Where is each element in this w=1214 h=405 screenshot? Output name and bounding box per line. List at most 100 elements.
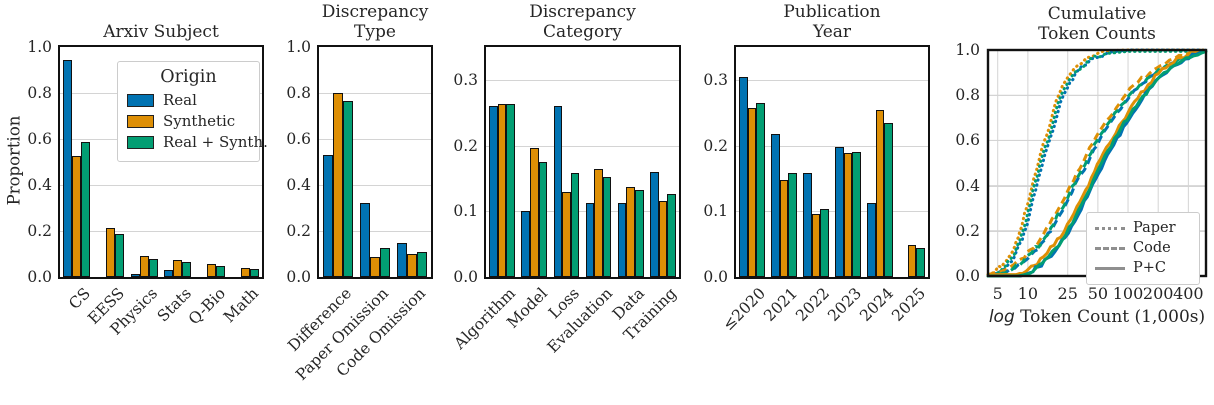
bar-synthetic-cs	[72, 156, 82, 277]
bar-real-2020	[739, 76, 748, 277]
x-axis-label-rest: Token Count (1,000s)	[1014, 307, 1206, 327]
x-tick-label: 5	[992, 284, 1003, 303]
y-tick-label: 0.2	[703, 136, 728, 155]
bar-synthetic-stats	[173, 259, 183, 277]
bar-real-synth-loss	[570, 173, 580, 277]
y-tick-label: 1.0	[27, 38, 52, 56]
y-tick-label: 0.3	[703, 70, 728, 89]
bar-real-synth-math	[249, 268, 259, 277]
bar-synthetic-eess	[106, 228, 115, 277]
solid-line-icon	[1095, 266, 1125, 270]
x-tick-label: 25	[1057, 284, 1078, 303]
legend-swatch-icon	[127, 93, 154, 107]
bar-real-loss	[553, 106, 563, 277]
chart-title-cumulative-token-counts: Cumulative Token Counts	[1038, 4, 1156, 44]
bar-real-code-omission	[397, 242, 408, 277]
x-tick-label: 200	[1142, 284, 1174, 303]
bar-synthetic-q-bio	[207, 264, 216, 277]
legend-swatch-icon	[127, 114, 154, 128]
bar-real-stats	[164, 270, 174, 277]
cdf-line-paper-real-synth	[986, 49, 1208, 278]
bar-real-synth-eess	[114, 233, 124, 277]
bar-real-2024	[867, 203, 876, 277]
legend-item-label: Real	[163, 91, 197, 109]
x-tick-label: 10	[1017, 284, 1039, 303]
cdf-line-p-c-real-synth	[988, 49, 1207, 278]
cdf-line-code-real-synth	[987, 49, 1207, 278]
legend-item-label: Code	[1133, 240, 1171, 256]
y-tick-label: 0.0	[286, 268, 311, 286]
y-tick-label: 1.0	[286, 38, 311, 56]
bar-synthetic-code-omission	[407, 254, 418, 277]
y-tick-label: 0.8	[955, 86, 980, 105]
gridline	[60, 231, 262, 232]
x-tick-label: 400	[1173, 284, 1204, 303]
bar-real-synth-2025	[916, 248, 925, 277]
y-tick-label: 0.0	[955, 267, 980, 285]
y-tick-label: 0.2	[286, 222, 311, 240]
bar-synthetic-2021	[779, 179, 789, 277]
gridline	[988, 186, 1206, 187]
bar-real-synth-2024	[884, 122, 893, 277]
plot-area	[486, 47, 679, 277]
legend-item-paper: Paper	[1095, 220, 1191, 236]
legend-item-label: Synthetic	[163, 112, 236, 130]
bar-synthetic-2025	[907, 244, 917, 277]
bar-real-synth-model	[538, 162, 548, 277]
y-tick-label: 0.6	[27, 130, 52, 148]
gridline	[736, 80, 928, 81]
bar-real-synth-training	[667, 193, 676, 277]
bar-synthetic-2023	[843, 152, 853, 277]
bar-real-synth-data	[635, 190, 644, 277]
y-tick-label: 0.0	[453, 268, 478, 286]
bar-synthetic-paper-omission	[370, 257, 380, 277]
bar-real-2023	[835, 146, 844, 277]
origin-legend: Origin Real Synthetic Real + Synth.	[117, 61, 268, 162]
gridline	[319, 231, 431, 232]
bar-real-synth-2023	[852, 152, 861, 277]
chart-title-publication-year: Publication Year	[783, 2, 881, 42]
x-axis-label-log: log	[988, 307, 1015, 327]
y-tick-label: 0.8	[286, 84, 311, 102]
gridline	[486, 146, 679, 147]
legend-item-label: P+C	[1133, 260, 1167, 276]
chart-title-arxiv-subject: Arxiv Subject	[103, 22, 219, 42]
bar-synthetic-2022	[811, 213, 821, 277]
chart-title-discrepancy-type: Discrepancy Type	[321, 2, 429, 42]
y-tick-label: 0.2	[27, 222, 52, 240]
bar-real-data	[617, 202, 627, 277]
bar-synthetic-evaluation	[594, 168, 603, 277]
dashed-line-icon	[1095, 246, 1125, 250]
line-style-legend: Paper Code P+C	[1086, 212, 1200, 285]
bar-real-training	[650, 171, 659, 277]
y-tick-label: 0.4	[27, 176, 52, 194]
bar-real-physics	[130, 274, 140, 277]
y-tick-label: 0.2	[955, 221, 980, 240]
bar-real-synth-2020	[756, 102, 765, 277]
y-tick-label: 0.1	[703, 202, 728, 221]
gridline	[60, 185, 262, 186]
bar-synthetic-algorithm	[497, 104, 507, 277]
y-tick-label: 0.4	[955, 176, 980, 195]
y-tick-label: 0.6	[955, 131, 980, 150]
legend-title: Origin	[160, 67, 217, 87]
gridline	[736, 211, 928, 212]
bar-real-synth-paper-omission	[379, 248, 390, 277]
legend-item-p-c: P+C	[1095, 260, 1191, 276]
bar-real-synth-2021	[788, 173, 797, 277]
y-tick-label: 1.0	[955, 41, 980, 59]
legend-item-synthetic: Synthetic	[127, 113, 250, 129]
y-tick-label: 0.6	[286, 130, 311, 148]
dotted-line-icon	[1095, 226, 1125, 230]
bar-real-synth-physics	[148, 258, 158, 277]
cdf-line-paper-real	[989, 48, 1208, 278]
bar-synthetic-2020	[747, 108, 757, 277]
bar-real-algorithm	[489, 106, 498, 277]
bar-real-synth-2022	[820, 208, 829, 277]
y-tick-label: 0.3	[453, 70, 478, 89]
gridline	[319, 185, 431, 186]
y-tick-label: 0.2	[453, 136, 478, 155]
cdf-line-code-synthetic	[987, 48, 1205, 277]
bar-real-synth-difference	[342, 101, 353, 277]
